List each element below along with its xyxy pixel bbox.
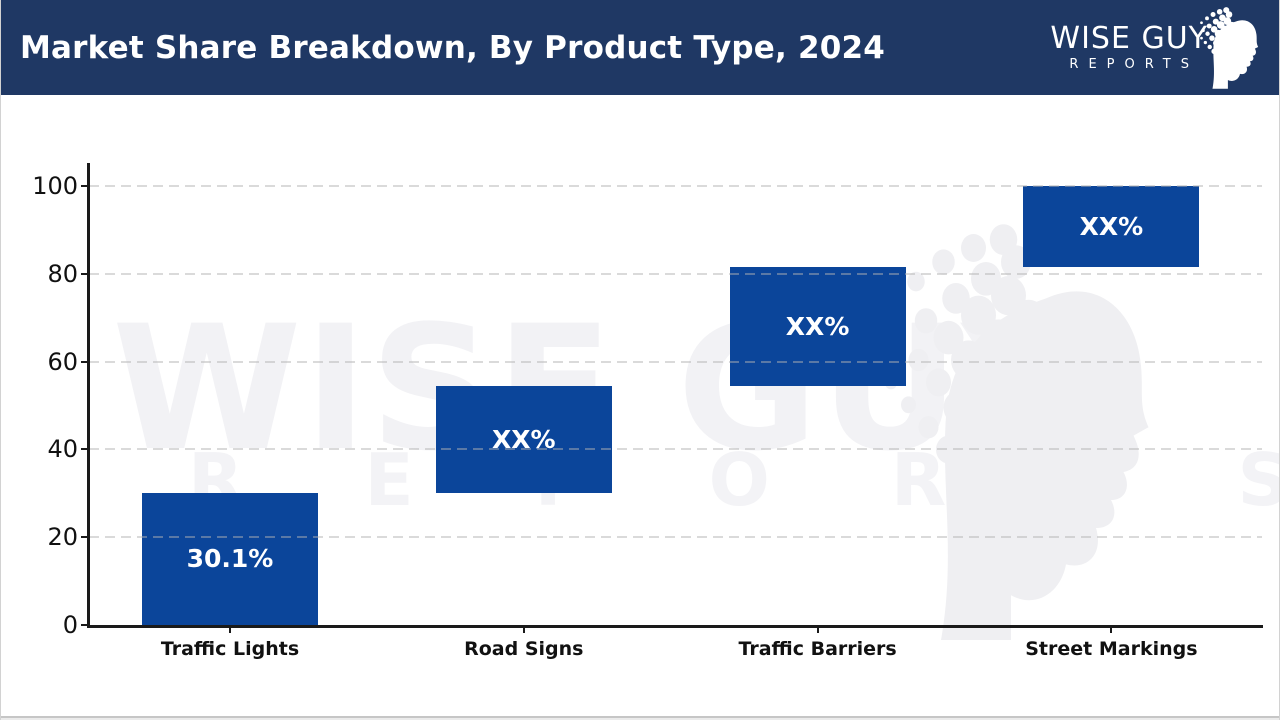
y-tick-60: [81, 360, 89, 363]
page-title: Market Share Breakdown, By Product Type,…: [20, 29, 886, 66]
bar-street-markings: XX%: [1023, 186, 1200, 268]
y-tick-40: [81, 448, 89, 451]
y-tick-label: 80: [47, 259, 78, 288]
bar-value-label: XX%: [785, 311, 850, 341]
logo-wordmark: WISE GUY: [1050, 21, 1208, 56]
y-tick-20: [81, 536, 89, 539]
y-tick-label: 0: [62, 611, 78, 639]
bar-value-label: 30.1%: [186, 544, 274, 574]
gridline-80: [89, 272, 1262, 275]
x-tick-2: [816, 627, 819, 633]
logo-subtitle: REPORTS: [1069, 57, 1200, 72]
y-tick-80: [81, 272, 89, 275]
bar-road-signs: XX%: [435, 385, 612, 493]
x-axis: [87, 625, 1263, 628]
header-bar: Market Share Breakdown, By Product Type,…: [0, 0, 1280, 95]
y-tick-0: [81, 624, 89, 626]
x-tick-0: [229, 627, 231, 633]
x-tick-3: [1110, 627, 1113, 633]
gridline-100: [89, 185, 1262, 187]
gridline-40: [89, 448, 1262, 451]
logo: WISE GUY REPORTS: [1050, 6, 1262, 89]
x-category-label: Traffic Barriers: [738, 638, 897, 660]
gridline-20: [89, 536, 1262, 539]
bottom-strip: [0, 718, 1280, 720]
x-category-label: Street Markings: [1025, 638, 1198, 660]
y-tick-label: 100: [32, 172, 78, 200]
bottom-border: [0, 716, 1280, 718]
bar-value-label: XX%: [1079, 212, 1144, 242]
y-tick-label: 20: [47, 523, 78, 552]
logo-text: WISE GUY REPORTS: [1050, 21, 1208, 72]
x-category-label: Traffic Lights: [160, 638, 300, 660]
y-axis: [87, 163, 90, 627]
bar-traffic-lights: 30.1%: [142, 492, 318, 625]
gridline-60: [89, 360, 1262, 363]
y-tick-100: [81, 185, 89, 187]
y-tick-label: 40: [47, 435, 78, 464]
x-category-label: Road Signs: [464, 638, 584, 660]
y-tick-label: 60: [47, 347, 78, 376]
wiseguy-head-icon: [1200, 7, 1259, 89]
bar-traffic-barriers: XX%: [729, 267, 906, 386]
bar-value-label: XX%: [491, 424, 556, 454]
x-tick-1: [522, 627, 525, 633]
